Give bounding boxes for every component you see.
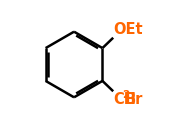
Text: OEt: OEt (114, 22, 143, 37)
Text: Br: Br (125, 92, 143, 107)
Text: 2: 2 (122, 90, 129, 100)
Text: CH: CH (114, 92, 137, 107)
